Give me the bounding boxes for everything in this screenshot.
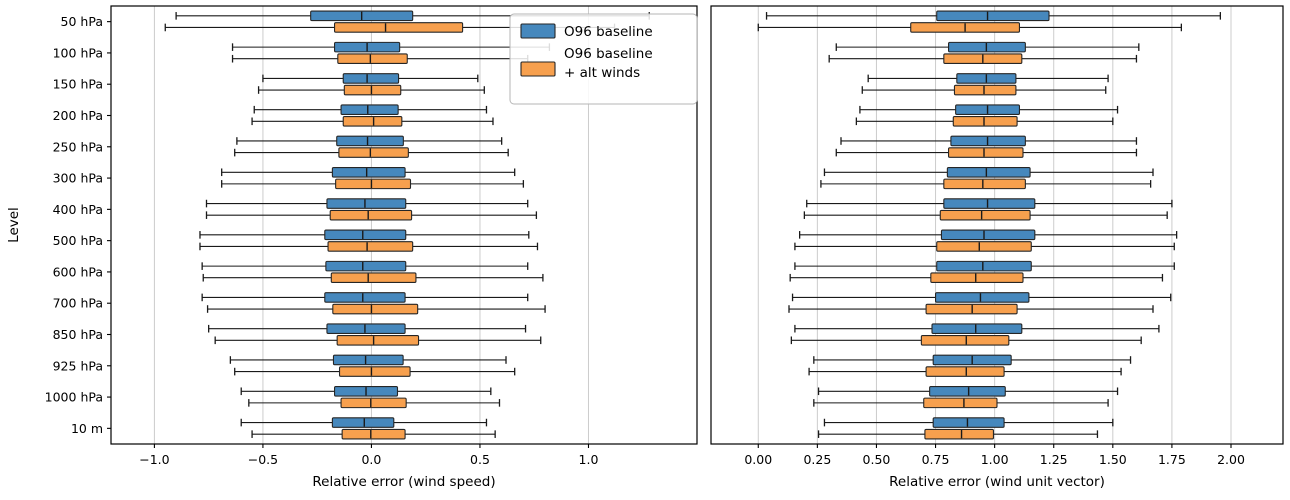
y-axis-label: Level: [6, 207, 22, 243]
level-2-baseline-box: [342, 73, 400, 84]
x-tick-label: −0.5: [248, 452, 278, 467]
y-tick-label: 100 hPa: [53, 45, 103, 60]
level-10-baseline-box: [326, 323, 406, 335]
level-6-baseline-box: [943, 198, 1036, 209]
legend-label-1: + alt winds: [564, 65, 640, 81]
x-tick-label: 0.00: [744, 452, 772, 467]
level-12-baseline-box: [929, 385, 1006, 397]
level-3-altwinds-box: [952, 116, 1018, 127]
x-tick-label: 2.00: [1217, 452, 1245, 467]
legend-box: [509, 13, 698, 105]
legend-swatch-0: [520, 23, 556, 39]
y-tick-label: 200 hPa: [53, 108, 103, 123]
y-tick-label: 850 hPa: [53, 327, 103, 342]
level-6-altwinds-box: [939, 209, 1031, 221]
x-axis-label: Relative error (wind speed): [312, 474, 495, 490]
level-1-altwinds-box: [337, 53, 408, 65]
level-11-baseline-box: [332, 354, 404, 366]
level-8-altwinds-box: [930, 272, 1024, 284]
level-13-baseline-box: [932, 417, 1005, 428]
level-13-baseline-box: [331, 417, 395, 428]
level-8-baseline-box: [325, 260, 407, 272]
x-tick-label: 0.5: [470, 452, 490, 467]
level-3-baseline-box: [340, 104, 399, 115]
level-3-altwinds-box: [342, 116, 403, 127]
x-tick-label: 0.25: [803, 452, 831, 467]
level-9-baseline-box: [934, 292, 1030, 303]
x-tick-label: 1.50: [1099, 452, 1127, 467]
level-6-altwinds-box: [329, 209, 413, 221]
level-9-baseline-box: [324, 292, 406, 303]
level-0-baseline-box: [936, 10, 1050, 22]
level-5-baseline-box: [331, 166, 406, 178]
level-12-altwinds-box: [923, 397, 998, 409]
level-6-baseline-box: [326, 198, 407, 209]
y-tick-label: 250 hPa: [53, 139, 103, 154]
panel-border-0: [110, 5, 698, 445]
level-7-baseline-box: [940, 229, 1036, 241]
level-9-altwinds-box: [332, 303, 419, 315]
x-tick-label: 1.0: [579, 452, 599, 467]
legend-swatch-1: [520, 61, 556, 77]
level-13-altwinds-box: [924, 428, 995, 440]
x-tick-label: 1.00: [981, 452, 1009, 467]
level-7-altwinds-box: [327, 241, 414, 252]
level-10-altwinds-box: [920, 334, 1010, 346]
x-tick-label: 0.0: [361, 452, 381, 467]
level-11-altwinds-box: [925, 366, 1005, 377]
level-5-altwinds-box: [943, 178, 1026, 190]
level-0-altwinds-box: [333, 22, 464, 33]
y-tick-label: 50 hPa: [61, 14, 103, 29]
y-tick-label: 700 hPa: [53, 296, 103, 311]
level-8-altwinds-box: [330, 272, 417, 284]
x-tick-label: −1.0: [139, 452, 169, 467]
level-4-altwinds-box: [947, 147, 1024, 158]
level-4-baseline-box: [336, 135, 404, 147]
level-10-baseline-box: [931, 323, 1023, 335]
level-5-baseline-box: [946, 166, 1031, 178]
level-8-baseline-box: [936, 260, 1032, 272]
level-5-altwinds-box: [335, 178, 412, 190]
level-2-altwinds-box: [343, 84, 402, 96]
y-tick-label: 150 hPa: [53, 77, 103, 92]
level-7-altwinds-box: [936, 241, 1032, 252]
legend-label-0: O96 baseline: [564, 24, 653, 40]
level-4-altwinds-box: [338, 147, 409, 158]
x-axis-label: Relative error (wind unit vector): [889, 474, 1105, 490]
y-tick-label: 1000 hPa: [45, 390, 103, 405]
level-10-altwinds-box: [336, 334, 420, 346]
x-tick-label: 1.25: [1040, 452, 1068, 467]
panel-border-1: [710, 5, 1284, 445]
level-2-altwinds-box: [953, 84, 1017, 96]
x-tick-label: 1.75: [1158, 452, 1186, 467]
y-tick-label: 600 hPa: [53, 264, 103, 279]
x-tick-label: 0.75: [922, 452, 950, 467]
x-tick-label: 0.50: [863, 452, 891, 467]
level-12-altwinds-box: [340, 397, 407, 409]
y-tick-label: 400 hPa: [53, 202, 103, 217]
y-tick-label: 925 hPa: [53, 358, 103, 373]
y-tick-label: 500 hPa: [53, 233, 103, 248]
y-tick-label: 10 m: [71, 421, 103, 436]
legend-label-1: O96 baseline: [564, 46, 653, 62]
level-13-altwinds-box: [341, 428, 406, 440]
level-7-baseline-box: [324, 229, 407, 241]
y-tick-label: 300 hPa: [53, 171, 103, 186]
level-11-altwinds-box: [338, 366, 411, 377]
